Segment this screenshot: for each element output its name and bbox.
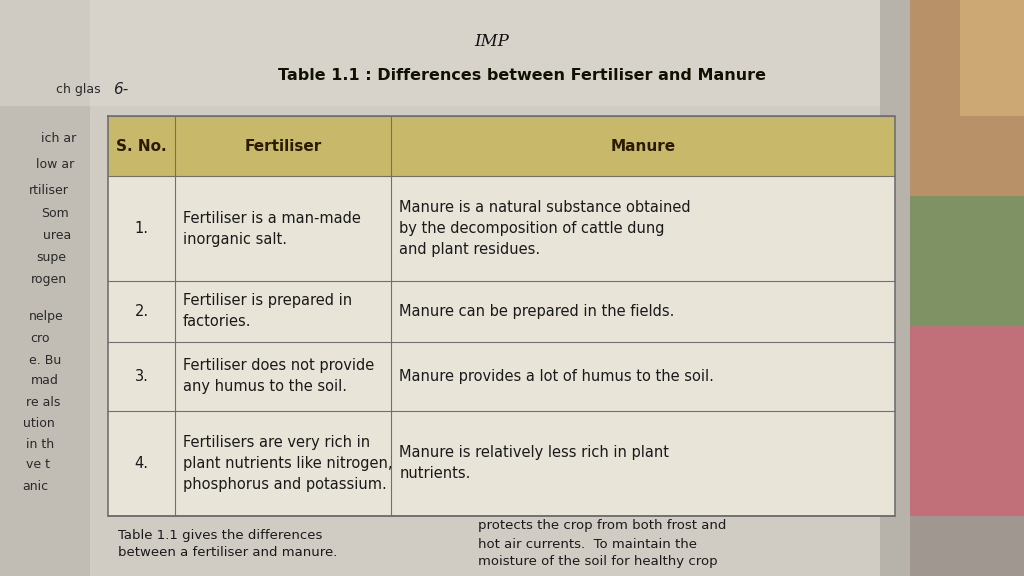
Bar	[108, 411, 895, 516]
Bar	[910, 196, 1024, 326]
Text: cro: cro	[31, 332, 50, 344]
Text: Som: Som	[41, 207, 69, 219]
Text: in th: in th	[26, 438, 53, 451]
Text: 4.: 4.	[134, 456, 148, 471]
Text: Manure can be prepared in the fields.: Manure can be prepared in the fields.	[399, 304, 675, 319]
Text: supe: supe	[36, 251, 66, 264]
Bar	[108, 342, 895, 411]
Text: 3.: 3.	[134, 369, 148, 384]
Text: Table 1.1 gives the differences
between a fertiliser and manure.: Table 1.1 gives the differences between …	[118, 529, 337, 559]
Text: e. Bu: e. Bu	[29, 354, 60, 366]
Bar	[0, 0, 90, 576]
Text: nelpe: nelpe	[29, 310, 63, 323]
Text: Fertiliser is a man-made
inorganic salt.: Fertiliser is a man-made inorganic salt.	[183, 211, 360, 247]
Bar	[880, 0, 910, 576]
Text: protects the crop from both frost and
hot air currents.  To maintain the
moistur: protects the crop from both frost and ho…	[478, 520, 726, 569]
Bar	[0, 0, 1024, 106]
Text: Fertilisers are very rich in
plant nutrients like nitrogen,
phosphorus and potas: Fertilisers are very rich in plant nutri…	[183, 435, 392, 492]
Text: Fertiliser does not provide
any humus to the soil.: Fertiliser does not provide any humus to…	[183, 358, 374, 394]
Text: Fertiliser is prepared in
factories.: Fertiliser is prepared in factories.	[183, 294, 352, 329]
Text: 6-: 6-	[114, 82, 128, 97]
Text: anic: anic	[23, 480, 49, 493]
Text: ve t: ve t	[26, 458, 49, 471]
Bar	[108, 176, 895, 282]
Bar	[910, 0, 1024, 196]
Text: 1.: 1.	[134, 221, 148, 236]
Text: ich ar: ich ar	[41, 132, 76, 145]
Bar	[910, 326, 1024, 516]
Text: rtiliser: rtiliser	[29, 184, 69, 196]
Text: 2.: 2.	[134, 304, 148, 319]
Text: urea: urea	[43, 229, 72, 241]
Bar	[108, 282, 895, 342]
Text: Table 1.1 : Differences between Fertiliser and Manure: Table 1.1 : Differences between Fertilis…	[278, 69, 766, 84]
Text: low ar: low ar	[36, 158, 74, 170]
Bar	[961, 0, 1024, 116]
Text: Manure provides a lot of humus to the soil.: Manure provides a lot of humus to the so…	[399, 369, 714, 384]
Text: ch glas: ch glas	[56, 83, 101, 96]
Text: mad: mad	[31, 374, 58, 386]
Text: S. No.: S. No.	[116, 139, 167, 154]
Text: IMP: IMP	[474, 32, 509, 50]
Bar	[108, 116, 895, 176]
Text: Manure: Manure	[610, 139, 676, 154]
Text: Manure is relatively less rich in plant
nutrients.: Manure is relatively less rich in plant …	[399, 445, 670, 482]
Text: re als: re als	[26, 396, 60, 408]
Bar	[880, 0, 1024, 576]
Text: Manure is a natural substance obtained
by the decomposition of cattle dung
and p: Manure is a natural substance obtained b…	[399, 200, 691, 257]
Text: rogen: rogen	[31, 274, 67, 286]
Text: ution: ution	[23, 417, 54, 430]
Text: Fertiliser: Fertiliser	[245, 139, 322, 154]
